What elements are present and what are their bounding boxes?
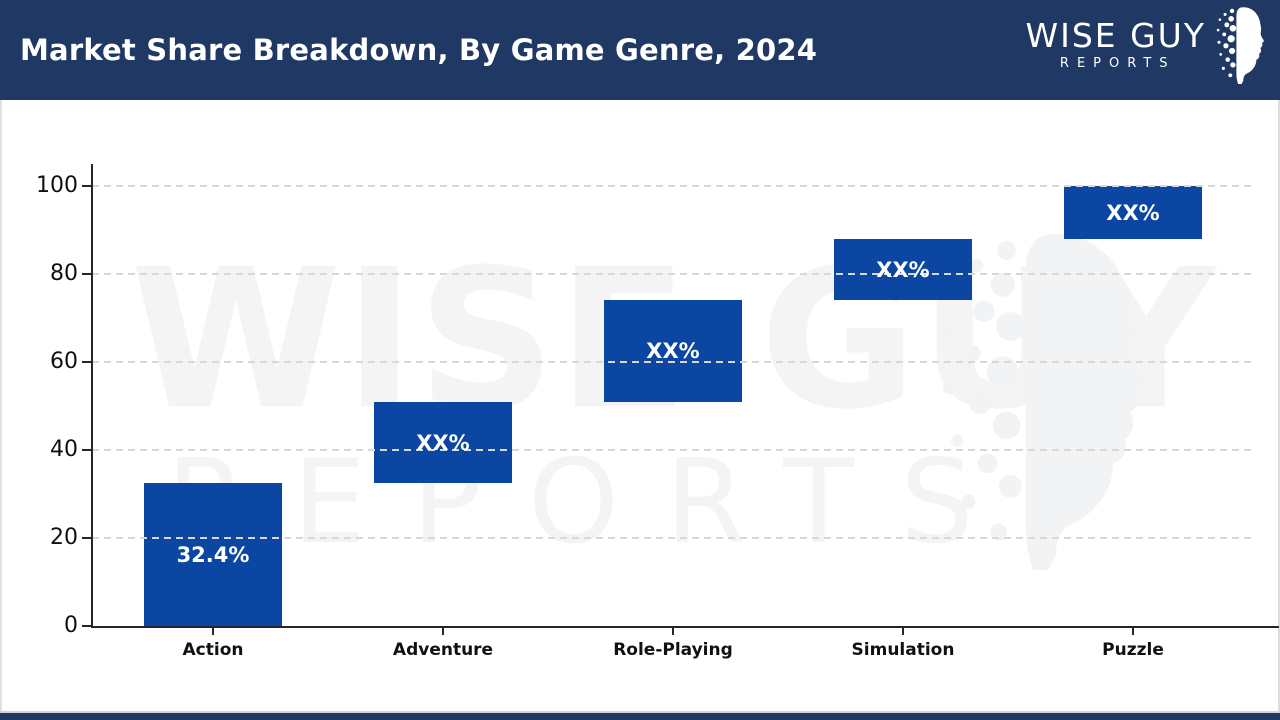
- chart-area: WISE GUY REPORTS 32.4% Action XX% Adventure…: [0, 100, 1280, 713]
- category-label: Adventure: [392, 640, 494, 660]
- logo-wordmark: WISE GUY REPORTS: [1025, 19, 1206, 70]
- x-axis-spine: [91, 626, 1279, 628]
- bar-value-label: XX%: [1106, 200, 1160, 225]
- bar-value-label: 32.4%: [176, 542, 250, 567]
- category-label: Role-Playing: [613, 640, 733, 660]
- x-tick: [212, 628, 214, 635]
- y-tick: [82, 537, 92, 539]
- footer-bar: [0, 711, 1280, 720]
- waterfall-bar: [604, 299, 742, 403]
- watermark-reports: REPORTS: [166, 435, 1020, 570]
- waterfall-bar: [1064, 186, 1202, 240]
- logo-reports-text: REPORTS: [1059, 55, 1176, 71]
- x-tick: [902, 628, 904, 635]
- brand-logo: WISE GUY REPORTS: [1025, 4, 1266, 84]
- wiseguy-face-icon: [1216, 7, 1264, 84]
- y-tick: [82, 273, 92, 275]
- chart-title: Market Share Breakdown, By Game Genre, 2…: [20, 33, 818, 67]
- y-tick: [82, 625, 92, 627]
- bar-value-label: XX%: [876, 257, 930, 282]
- y-tick: [82, 185, 92, 187]
- waterfall-bar: [374, 402, 512, 484]
- y-tick-label: 60: [50, 349, 78, 374]
- y-tick: [82, 361, 92, 363]
- gridline: [92, 185, 1255, 187]
- x-tick: [672, 628, 674, 635]
- y-tick-label: 100: [36, 173, 78, 198]
- x-tick: [1132, 628, 1134, 635]
- y-tick: [82, 449, 92, 451]
- x-tick: [442, 628, 444, 635]
- gridline: [92, 537, 1255, 539]
- category-label: Puzzle: [1102, 640, 1164, 660]
- gridline: [92, 273, 1255, 275]
- y-tick-label: 0: [64, 613, 78, 638]
- y-tick-label: 20: [50, 525, 78, 550]
- logo-wiseguy-text: WISE GUY: [1025, 15, 1206, 55]
- y-tick-label: 40: [50, 437, 78, 462]
- header-bar: Market Share Breakdown, By Game Genre, 2…: [0, 0, 1280, 100]
- waterfall-bar: [144, 483, 282, 626]
- gridline: [92, 449, 1255, 451]
- category-label: Action: [182, 640, 244, 660]
- y-tick-label: 80: [50, 261, 78, 286]
- gridline: [92, 361, 1255, 363]
- bar-value-label: XX%: [646, 339, 700, 363]
- category-label: Simulation: [851, 640, 955, 660]
- watermark-text: WISE GUY REPORTS: [130, 245, 1218, 561]
- bar-value-label: XX%: [416, 430, 470, 455]
- y-axis-spine: [91, 164, 93, 628]
